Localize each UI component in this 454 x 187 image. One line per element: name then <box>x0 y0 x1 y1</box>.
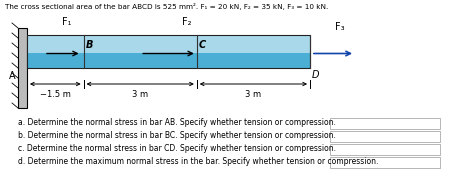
Bar <box>330 144 440 155</box>
Bar <box>27 53 310 68</box>
Bar <box>27 35 310 53</box>
Text: A: A <box>10 71 16 81</box>
Bar <box>27 35 310 68</box>
Text: The cross sectional area of the bar ABCD is 525 mm². F₁ = 20 kN, F₂ = 35 kN, F₃ : The cross sectional area of the bar ABCD… <box>5 3 329 10</box>
Text: F₃: F₃ <box>335 22 345 32</box>
Text: c. Determine the normal stress in bar CD. Specify whether tension or compression: c. Determine the normal stress in bar CD… <box>18 144 336 153</box>
Text: d. Determine the maximum normal stress in the bar. Specify whether tension or co: d. Determine the maximum normal stress i… <box>18 157 378 166</box>
Bar <box>330 157 440 168</box>
Text: a. Determine the normal stress in bar AB. Specify whether tension or compression: a. Determine the normal stress in bar AB… <box>18 118 336 127</box>
Bar <box>330 118 440 129</box>
Bar <box>18 28 27 108</box>
Text: F₁: F₁ <box>62 17 71 27</box>
Text: C: C <box>199 39 206 50</box>
Text: D: D <box>312 70 320 80</box>
Text: B: B <box>86 39 93 50</box>
Text: 3 m: 3 m <box>245 90 262 99</box>
Bar <box>330 131 440 142</box>
Text: 3 m: 3 m <box>132 90 148 99</box>
Text: F₂: F₂ <box>182 17 192 27</box>
Text: b. Determine the normal stress in bar BC. Specify whether tension or compression: b. Determine the normal stress in bar BC… <box>18 131 336 140</box>
Text: −1.5 m: −1.5 m <box>40 90 71 99</box>
